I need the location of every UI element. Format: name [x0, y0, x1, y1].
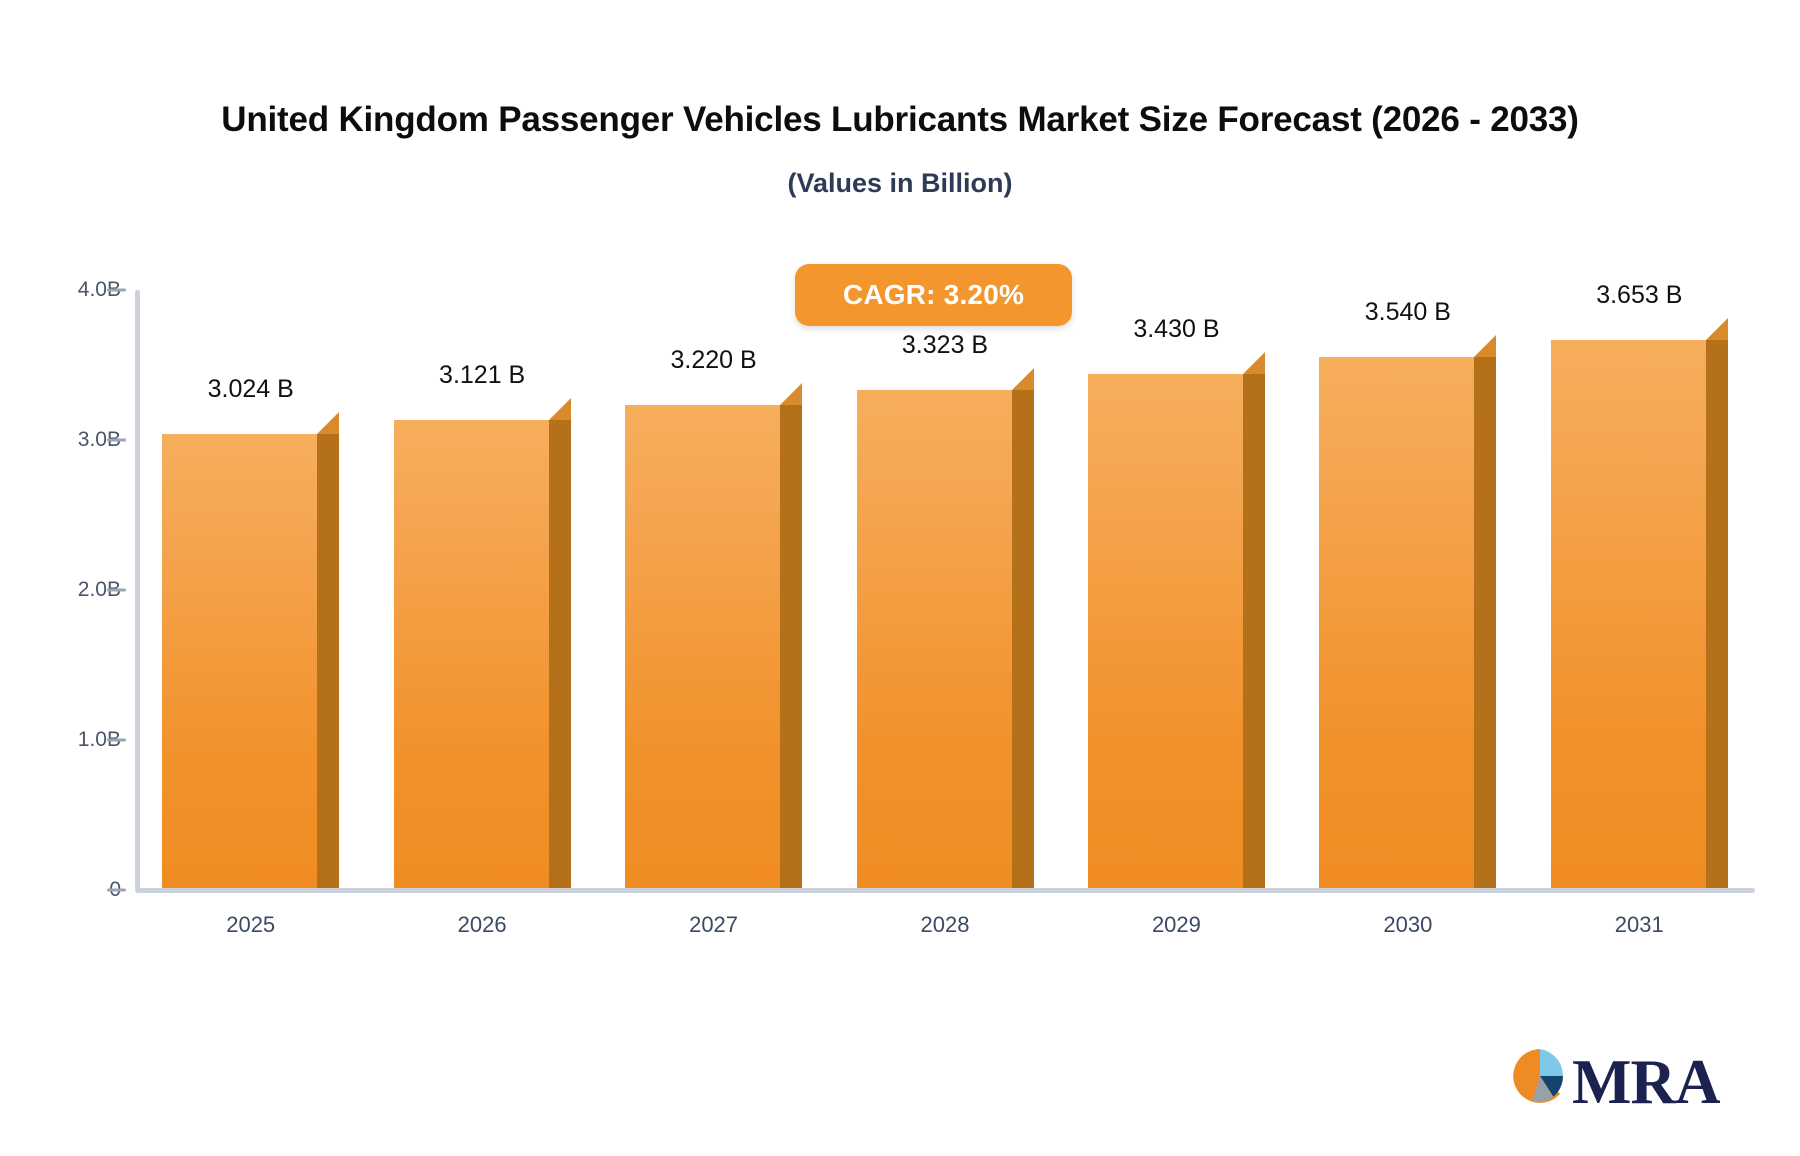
- bar-value-label: 3.653 B: [1596, 281, 1683, 310]
- bar-top-bevel: [1242, 351, 1265, 374]
- cagr-badge-label: CAGR: 3.20%: [842, 279, 1025, 310]
- bar-side-panel: [1011, 389, 1034, 888]
- y-tick-label: 3.0B: [77, 428, 121, 451]
- mra-logo: MRA: [1512, 1047, 1720, 1120]
- bar-front-face: [1319, 357, 1475, 888]
- bar-value-label: 3.121 B: [439, 360, 526, 389]
- y-tick-label: 2.0B: [77, 578, 121, 601]
- x-tick-label: 2031: [1614, 912, 1664, 937]
- bar-value-label: 3.540 B: [1364, 298, 1451, 326]
- plot-area: 4.0B3.0B2.0B1.0B0 3.024 B3.121 B3.220 B3…: [78, 278, 1755, 901]
- bar-front-face: [1087, 373, 1243, 888]
- bar: [1319, 335, 1497, 888]
- bar-value-label: 3.323 B: [901, 330, 989, 359]
- x-tick-label: 2028: [920, 912, 970, 937]
- bar-side-panel: [548, 419, 571, 888]
- y-tick-label: 1.0B: [77, 728, 121, 751]
- bar-front-face: [856, 389, 1012, 888]
- pie-chart-logo-icon: [1513, 1049, 1563, 1103]
- bar-side-panel: [1705, 340, 1728, 888]
- bar-side-panel: [1242, 373, 1265, 888]
- chart-subtitle: (Values in Billion): [787, 168, 1013, 198]
- bar-top-bevel: [1011, 367, 1034, 390]
- bar-top-bevel: [1474, 335, 1497, 357]
- cagr-badge: CAGR: 3.20%: [795, 264, 1072, 326]
- bar: [1087, 351, 1265, 888]
- bar-top-bevel: [780, 383, 803, 405]
- bar-side-panel: [1474, 357, 1497, 888]
- y-tick-label: 4.0B: [77, 278, 121, 301]
- y-tick-mark: [107, 288, 126, 292]
- x-tick-label: 2030: [1383, 912, 1433, 937]
- bar-value-label: 3.430 B: [1133, 314, 1220, 343]
- mra-logo-text: MRA: [1572, 1047, 1720, 1117]
- y-tick-mark: [107, 738, 126, 742]
- x-tick-label: 2027: [689, 912, 739, 937]
- y-axis-line: [135, 290, 140, 890]
- y-tick-mark: [107, 888, 126, 892]
- bar-top-bevel: [317, 412, 340, 435]
- bar: [393, 397, 571, 888]
- x-tick-label: 2029: [1151, 912, 1201, 937]
- bar: [856, 367, 1034, 888]
- bar-side-panel: [317, 434, 340, 888]
- x-tick-label: 2025: [226, 912, 276, 937]
- bar-top-bevel: [1705, 318, 1728, 341]
- bar-side-panel: [780, 405, 803, 888]
- bar-value-label: 3.220 B: [670, 346, 757, 374]
- bar: [1550, 318, 1728, 888]
- bar-front-face: [393, 419, 549, 888]
- x-tick-label: 2026: [457, 912, 507, 937]
- x-axis-line: [135, 888, 1755, 893]
- bar-front-face: [625, 405, 781, 888]
- bar: [625, 383, 803, 888]
- bar-front-face: [162, 434, 318, 888]
- bar-value-label: 3.024 B: [207, 375, 294, 404]
- bar-top-bevel: [548, 397, 571, 420]
- bar-front-face: [1550, 340, 1706, 888]
- bar: [162, 412, 340, 888]
- chart-title: United Kingdom Passenger Vehicles Lubric…: [221, 100, 1579, 139]
- y-tick-mark: [107, 438, 126, 442]
- y-tick-mark: [107, 588, 126, 592]
